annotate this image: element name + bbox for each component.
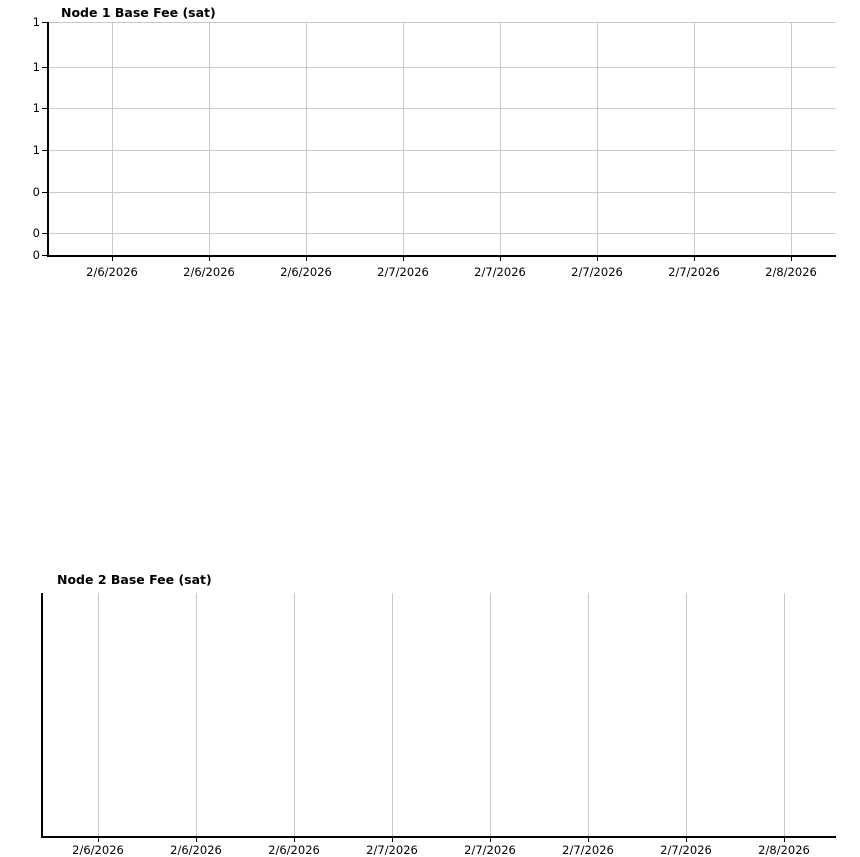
- x-tick-mark: [98, 837, 99, 842]
- gridline-horizontal: [47, 150, 836, 151]
- x-tick-mark: [294, 837, 295, 842]
- gridline-horizontal: [47, 22, 836, 23]
- gridline-vertical: [98, 593, 99, 837]
- x-tick-label: 2/7/2026: [571, 265, 623, 279]
- y-tick-mark: [42, 255, 47, 256]
- chart-title-node1: Node 1 Base Fee (sat): [61, 5, 216, 20]
- chart-title-node2: Node 2 Base Fee (sat): [57, 572, 212, 587]
- y-tick-mark: [42, 108, 47, 109]
- gridline-vertical: [588, 593, 589, 837]
- x-tick-mark: [694, 256, 695, 261]
- x-tick-mark: [403, 256, 404, 261]
- gridline-horizontal: [47, 108, 836, 109]
- x-tick-label: 2/6/2026: [86, 265, 138, 279]
- y-tick-label: 1: [32, 60, 40, 74]
- x-tick-label: 2/6/2026: [268, 843, 320, 857]
- gridline-vertical: [392, 593, 393, 837]
- x-tick-label: 2/7/2026: [660, 843, 712, 857]
- x-tick-label: 2/6/2026: [170, 843, 222, 857]
- x-tick-mark: [791, 256, 792, 261]
- y-tick-mark: [42, 22, 47, 23]
- gridline-vertical: [490, 593, 491, 837]
- gridline-vertical: [403, 22, 404, 256]
- gridline-horizontal: [47, 233, 836, 234]
- gridline-vertical: [209, 22, 210, 256]
- gridline-vertical: [294, 593, 295, 837]
- gridline-vertical: [686, 593, 687, 837]
- x-tick-mark: [112, 256, 113, 261]
- gridline-horizontal: [47, 192, 836, 193]
- gridline-vertical: [112, 22, 113, 256]
- gridline-vertical: [694, 22, 695, 256]
- y-tick-label: 0: [32, 185, 40, 199]
- x-axis-line-node2: [41, 836, 836, 838]
- x-tick-label: 2/8/2026: [758, 843, 810, 857]
- x-tick-mark: [784, 837, 785, 842]
- y-tick-mark: [42, 192, 47, 193]
- y-tick-mark: [42, 67, 47, 68]
- y-tick-mark: [42, 233, 47, 234]
- x-tick-mark: [306, 256, 307, 261]
- y-tick-mark: [42, 150, 47, 151]
- y-tick-label: 0: [32, 248, 40, 262]
- plot-area-node2: 2/6/2026 2/6/2026 2/6/2026 2/7/2026 2/7/…: [41, 593, 836, 857]
- y-axis-line-node2: [41, 593, 43, 837]
- x-axis-line-node1: [47, 255, 836, 257]
- x-tick-label: 2/7/2026: [377, 265, 429, 279]
- x-tick-mark: [209, 256, 210, 261]
- gridline-vertical: [791, 22, 792, 256]
- x-tick-label: 2/8/2026: [765, 265, 817, 279]
- x-tick-mark: [196, 837, 197, 842]
- x-tick-mark: [500, 256, 501, 261]
- y-axis-line-node1: [47, 22, 49, 256]
- x-tick-label: 2/7/2026: [474, 265, 526, 279]
- x-tick-label: 2/7/2026: [668, 265, 720, 279]
- gridline-vertical: [306, 22, 307, 256]
- x-tick-label: 2/6/2026: [72, 843, 124, 857]
- x-tick-mark: [490, 837, 491, 842]
- x-tick-label: 2/7/2026: [464, 843, 516, 857]
- x-tick-mark: [588, 837, 589, 842]
- gridline-horizontal: [47, 67, 836, 68]
- gridline-vertical: [500, 22, 501, 256]
- gridline-vertical: [784, 593, 785, 837]
- x-tick-label: 2/6/2026: [183, 265, 235, 279]
- chart-panel-node2: Node 2 Base Fee (sat) 2/6/2026 2/6/2026 …: [0, 285, 860, 857]
- y-tick-label: 0: [32, 226, 40, 240]
- x-tick-label: 2/7/2026: [366, 843, 418, 857]
- x-tick-mark: [686, 837, 687, 842]
- y-tick-label: 1: [32, 101, 40, 115]
- plot-area-node1: 1 1 1 1 0 0 0 2/6/2026 2/6/2026 2/6/2026…: [33, 15, 836, 279]
- y-tick-label: 1: [32, 143, 40, 157]
- gridline-vertical: [196, 593, 197, 837]
- y-tick-label: 1: [32, 15, 40, 29]
- x-tick-mark: [597, 256, 598, 261]
- x-tick-mark: [392, 837, 393, 842]
- x-tick-label: 2/6/2026: [280, 265, 332, 279]
- gridline-vertical: [597, 22, 598, 256]
- chart-panel-node1: Node 1 Base Fee (sat) 1 1 1 1 0 0: [0, 0, 860, 285]
- x-tick-label: 2/7/2026: [562, 843, 614, 857]
